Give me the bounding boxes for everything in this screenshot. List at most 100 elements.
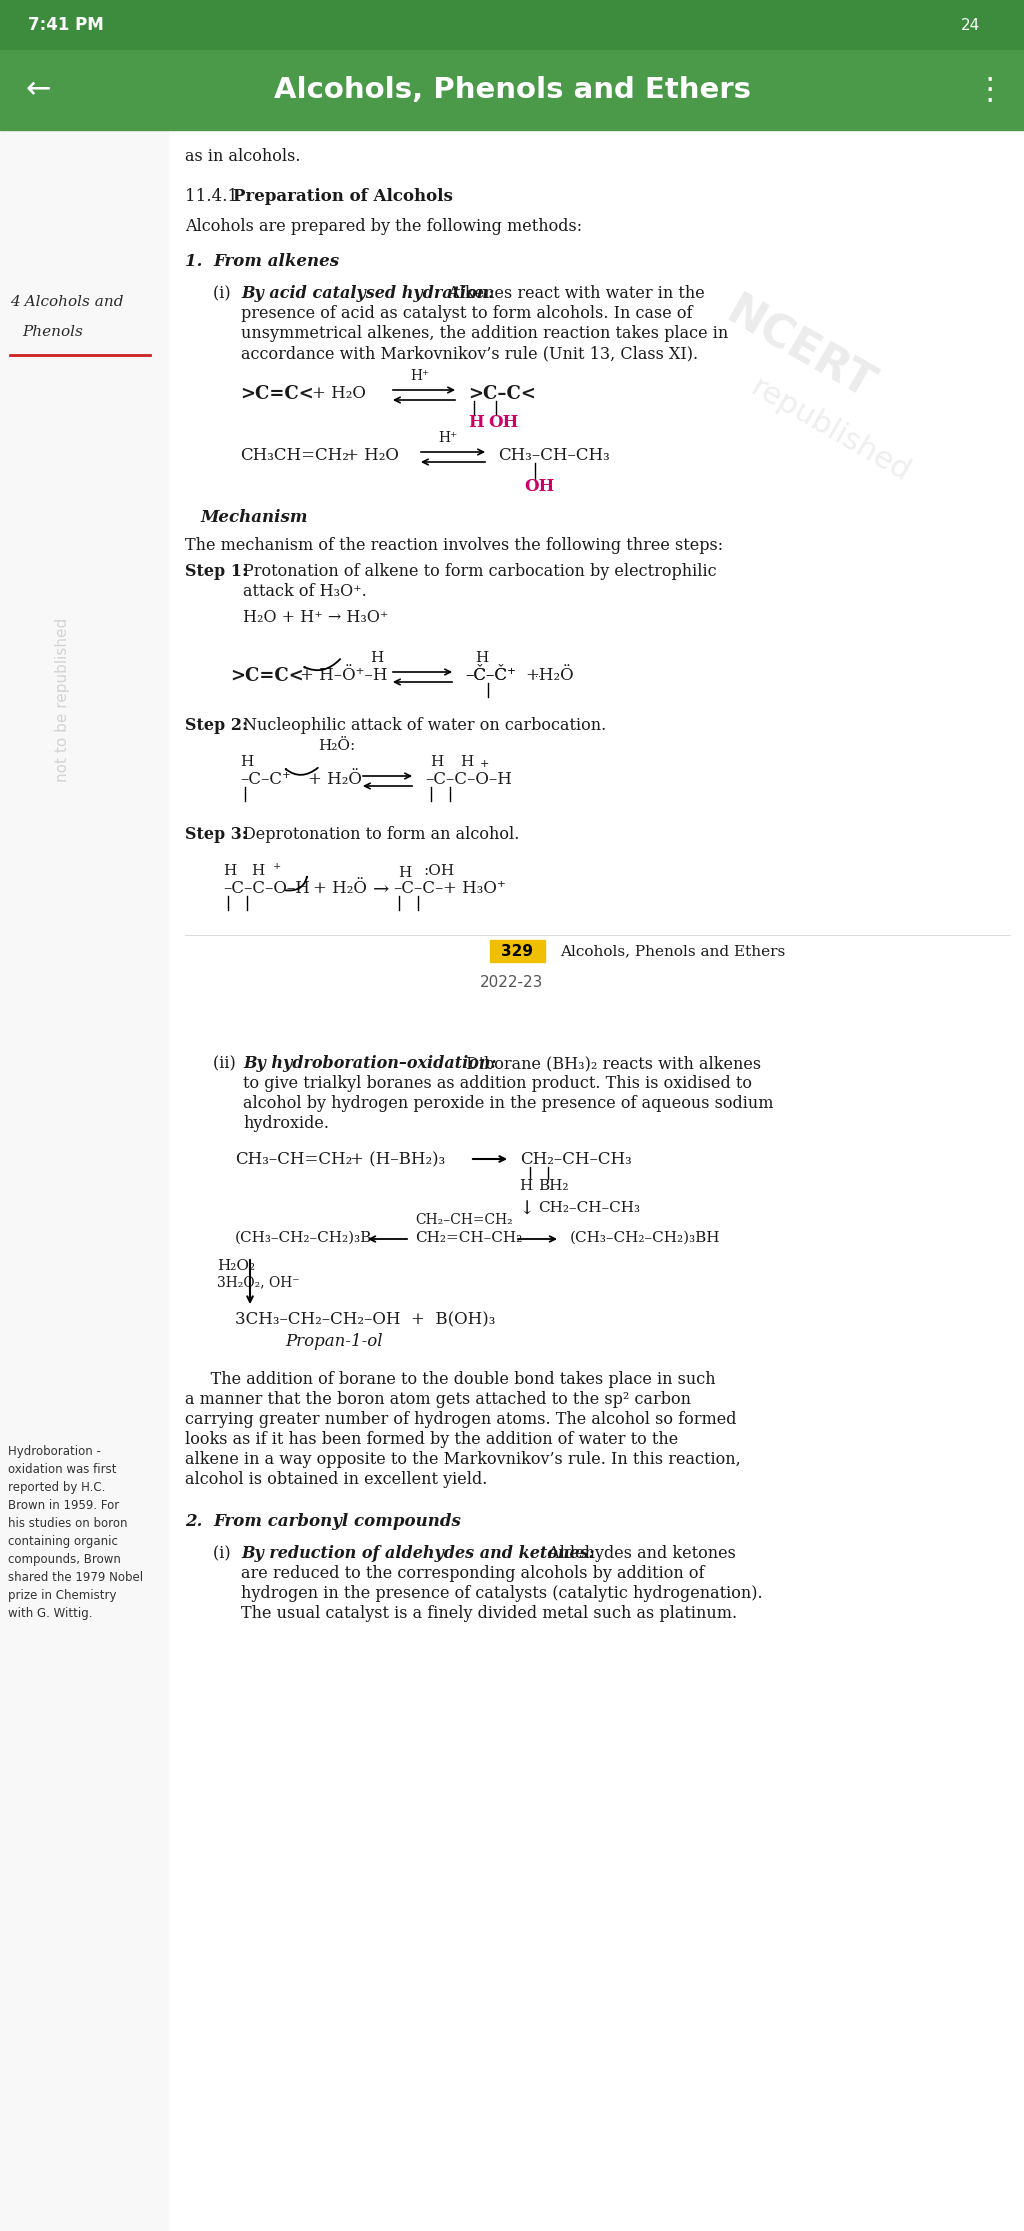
Text: CH₂–CH=CH₂: CH₂–CH=CH₂ xyxy=(415,1214,513,1227)
Text: attack of H₃O⁺.: attack of H₃O⁺. xyxy=(243,582,367,600)
Text: Propan-1-ol: Propan-1-ol xyxy=(285,1332,383,1350)
Text: BH₂: BH₂ xyxy=(538,1178,568,1194)
Text: By reduction of aldehydes and ketones:: By reduction of aldehydes and ketones: xyxy=(241,1546,595,1562)
Text: + H₃O⁺: + H₃O⁺ xyxy=(443,879,506,897)
Text: By acid catalysed hydration:: By acid catalysed hydration: xyxy=(241,286,495,301)
Text: with G. Wittig.: with G. Wittig. xyxy=(8,1606,92,1620)
Text: hydroxide.: hydroxide. xyxy=(243,1116,329,1131)
Text: Hydroboration -: Hydroboration - xyxy=(8,1446,101,1459)
Text: 1.: 1. xyxy=(185,252,214,270)
Text: The usual catalyst is a finely divided metal such as platinum.: The usual catalyst is a finely divided m… xyxy=(241,1604,737,1622)
Text: –C–C–: –C–C– xyxy=(393,879,443,897)
Text: H: H xyxy=(223,863,237,879)
Text: H: H xyxy=(370,651,383,665)
Text: Mechanism: Mechanism xyxy=(200,509,307,527)
Text: ←: ← xyxy=(26,76,51,105)
Text: From carbonyl compounds: From carbonyl compounds xyxy=(213,1513,461,1530)
Text: reported by H.C.: reported by H.C. xyxy=(8,1481,105,1495)
Text: as in alcohols.: as in alcohols. xyxy=(185,147,300,165)
Text: hydrogen in the presence of catalysts (catalytic hydrogenation).: hydrogen in the presence of catalysts (c… xyxy=(241,1584,763,1602)
Text: +: + xyxy=(273,861,282,870)
Text: republished: republished xyxy=(745,373,914,486)
Bar xyxy=(0,129,168,2231)
Text: Preparation of Alcohols: Preparation of Alcohols xyxy=(233,187,453,205)
Text: H⁺: H⁺ xyxy=(410,368,429,384)
Text: looks as if it has been formed by the addition of water to the: looks as if it has been formed by the ad… xyxy=(185,1430,678,1448)
Text: to give trialkyl boranes as addition product. This is oxidised to: to give trialkyl boranes as addition pro… xyxy=(243,1075,752,1091)
Text: 3H₂O₂, OH⁻: 3H₂O₂, OH⁻ xyxy=(217,1274,300,1290)
Text: + (H–BH₂)₃: + (H–BH₂)₃ xyxy=(350,1151,445,1169)
Text: (i): (i) xyxy=(213,286,241,301)
Text: H: H xyxy=(430,754,443,770)
Text: By hydroboration–oxidation:: By hydroboration–oxidation: xyxy=(243,1055,497,1073)
Text: (ii): (ii) xyxy=(213,1055,246,1073)
Text: H: H xyxy=(468,415,483,431)
Text: H: H xyxy=(240,754,253,770)
Text: OH: OH xyxy=(524,477,554,495)
Text: Deprotonation to form an alcohol.: Deprotonation to form an alcohol. xyxy=(243,825,519,843)
Text: H₂O + H⁺ → H₃O⁺: H₂O + H⁺ → H₃O⁺ xyxy=(243,609,388,627)
Text: H: H xyxy=(251,863,264,879)
Text: CH₂–CH–CH₃: CH₂–CH–CH₃ xyxy=(520,1151,632,1169)
Text: >C=C<: >C=C< xyxy=(240,386,313,404)
Text: (CH₃–CH₂–CH₂)₃B: (CH₃–CH₂–CH₂)₃B xyxy=(234,1232,373,1245)
Text: +: + xyxy=(480,759,489,770)
Text: ..: .. xyxy=(535,669,541,678)
Text: accordance with Markovnikov’s rule (Unit 13, Class XI).: accordance with Markovnikov’s rule (Unit… xyxy=(241,346,698,361)
Text: prize in Chemistry: prize in Chemistry xyxy=(8,1588,117,1602)
Text: Step 1:: Step 1: xyxy=(185,562,248,580)
Text: H: H xyxy=(460,754,473,770)
Text: are reduced to the corresponding alcohols by addition of: are reduced to the corresponding alcohol… xyxy=(241,1564,705,1582)
Bar xyxy=(0,0,1024,49)
Text: From alkenes: From alkenes xyxy=(213,252,339,270)
FancyArrowPatch shape xyxy=(286,767,317,774)
Text: + H–Ö⁺–H: + H–Ö⁺–H xyxy=(300,667,387,685)
Text: H⁺: H⁺ xyxy=(438,431,458,444)
FancyArrowPatch shape xyxy=(286,877,307,890)
Text: Step 2:: Step 2: xyxy=(185,716,248,734)
Text: CH₂–CH–CH₃: CH₂–CH–CH₃ xyxy=(538,1200,640,1216)
Text: Alcohols are prepared by the following methods:: Alcohols are prepared by the following m… xyxy=(185,219,582,234)
Text: Brown in 1959. For: Brown in 1959. For xyxy=(8,1499,119,1513)
Text: shared the 1979 Nobel: shared the 1979 Nobel xyxy=(8,1571,143,1584)
Text: (CH₃–CH₂–CH₂)₃BH: (CH₃–CH₂–CH₂)₃BH xyxy=(570,1232,721,1245)
Text: H₂Ö:: H₂Ö: xyxy=(318,738,355,754)
Text: >C–C<: >C–C< xyxy=(468,386,536,404)
Text: 24: 24 xyxy=(961,18,980,33)
Text: 329: 329 xyxy=(501,944,534,959)
Text: + H₂O: + H₂O xyxy=(312,386,366,402)
Text: presence of acid as catalyst to form alcohols. In case of: presence of acid as catalyst to form alc… xyxy=(241,306,692,321)
Text: Alkenes react with water in the: Alkenes react with water in the xyxy=(443,286,705,301)
Text: →: → xyxy=(373,879,389,899)
Text: –C–C⁺: –C–C⁺ xyxy=(240,772,291,788)
Text: CH₂=CH–CH₂: CH₂=CH–CH₂ xyxy=(415,1232,522,1245)
Text: (i): (i) xyxy=(213,1546,241,1562)
Text: carrying greater number of hydrogen atoms. The alcohol so formed: carrying greater number of hydrogen atom… xyxy=(185,1410,736,1428)
Text: a manner that the boron atom gets attached to the sp² carbon: a manner that the boron atom gets attach… xyxy=(185,1390,691,1408)
Text: Step 3:: Step 3: xyxy=(185,825,248,843)
Text: Alcohols, Phenols and Ethers: Alcohols, Phenols and Ethers xyxy=(560,944,785,957)
Text: compounds, Brown: compounds, Brown xyxy=(8,1553,121,1566)
Text: H₂O₂: H₂O₂ xyxy=(217,1258,255,1274)
Text: 2022-23: 2022-23 xyxy=(480,975,544,991)
Text: not to be republished: not to be republished xyxy=(54,618,70,783)
Text: Phenols: Phenols xyxy=(22,326,83,339)
Text: + H₂Ö: + H₂Ö xyxy=(313,879,367,897)
Text: unsymmetrical alkenes, the addition reaction takes place in: unsymmetrical alkenes, the addition reac… xyxy=(241,326,728,341)
Text: 4 Alcohols and: 4 Alcohols and xyxy=(10,294,124,310)
Text: alkene in a way opposite to the Markovnikov’s rule. In this reaction,: alkene in a way opposite to the Markovni… xyxy=(185,1450,740,1468)
Text: 7:41 PM: 7:41 PM xyxy=(28,16,103,33)
Text: –C–C–O–H: –C–C–O–H xyxy=(223,879,310,897)
Text: H: H xyxy=(519,1178,532,1194)
Text: :OH: :OH xyxy=(423,863,454,879)
Text: NCERT: NCERT xyxy=(719,290,882,411)
Text: >C=C<: >C=C< xyxy=(230,667,304,685)
Text: –C–C–O–H: –C–C–O–H xyxy=(425,772,512,788)
Text: his studies on boron: his studies on boron xyxy=(8,1517,128,1530)
Text: + H₂O: + H₂O xyxy=(345,446,399,464)
Text: alcohol is obtained in excellent yield.: alcohol is obtained in excellent yield. xyxy=(185,1470,487,1488)
Text: The addition of borane to the double bond takes place in such: The addition of borane to the double bon… xyxy=(185,1372,716,1388)
FancyArrowPatch shape xyxy=(304,658,340,669)
Text: Nucleophilic attack of water on carbocation.: Nucleophilic attack of water on carbocat… xyxy=(243,716,606,734)
Text: 3CH₃–CH₂–CH₂–OH  +  B(OH)₃: 3CH₃–CH₂–CH₂–OH + B(OH)₃ xyxy=(234,1312,496,1327)
